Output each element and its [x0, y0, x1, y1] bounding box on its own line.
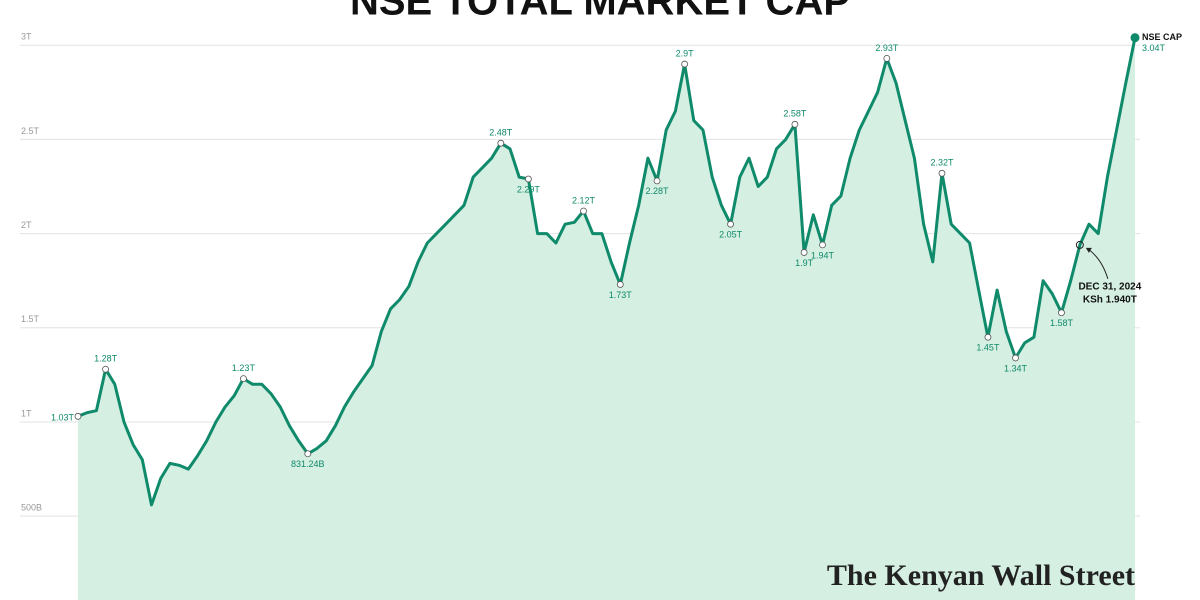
point-marker	[524, 175, 532, 183]
y-tick-label: 1T	[21, 408, 32, 418]
value-label: 1.28T	[94, 354, 118, 364]
value-label: 1.9T	[795, 258, 814, 268]
value-label: 1.58T	[1050, 318, 1074, 328]
value-label: 831.24B	[291, 459, 325, 469]
value-label: 1.03T	[51, 413, 75, 423]
point-marker	[819, 241, 826, 249]
point-marker	[580, 207, 587, 215]
y-tick-label: 2T	[21, 220, 32, 230]
y-tick-label: 1.5T	[21, 314, 40, 324]
arrow-head	[1085, 247, 1092, 253]
series-name: NSE CAP	[1142, 32, 1182, 42]
point-marker	[74, 412, 82, 420]
point-marker	[102, 365, 109, 373]
y-tick-label: 2.5T	[21, 126, 40, 136]
point-marker	[800, 249, 808, 256]
chart-title: NSE TOTAL MARKET CAP	[350, 0, 850, 24]
value-label: 3.04T	[1142, 43, 1166, 53]
end-marker	[1130, 33, 1140, 43]
value-label: 1.23T	[232, 363, 256, 373]
point-marker	[653, 177, 661, 185]
value-label: 1.34T	[1004, 363, 1028, 373]
value-label: 2.05T	[719, 230, 743, 240]
callout-value: KSh 1.940T	[1083, 295, 1137, 306]
value-label: 1.45T	[976, 343, 1000, 353]
point-marker	[681, 60, 689, 68]
value-label: 2.93T	[875, 43, 899, 53]
point-marker	[883, 54, 891, 62]
value-label: 1.94T	[811, 250, 835, 260]
point-marker	[938, 169, 946, 177]
point-marker	[497, 139, 505, 147]
value-label: 2.12T	[572, 195, 596, 205]
line	[77, 37, 1137, 507]
highlight-marker	[1075, 240, 1084, 249]
area-fill	[78, 37, 1135, 600]
value-label: 2.29T	[517, 184, 541, 194]
y-tick-label: 500B	[21, 503, 42, 513]
point-marker	[304, 450, 312, 458]
y-tick-label: 3T	[21, 32, 32, 42]
watermark: The Kenyan Wall Street	[827, 559, 1135, 592]
value-label: 1.73T	[609, 290, 633, 300]
value-label: 2.32T	[930, 158, 954, 168]
point-marker	[616, 281, 624, 288]
value-label: 2.28T	[646, 186, 670, 196]
value-label: 2.9T	[676, 48, 695, 58]
point-marker	[1058, 309, 1065, 317]
point-marker	[1012, 354, 1019, 362]
point-marker	[791, 120, 799, 128]
point-marker	[727, 220, 734, 228]
point-marker	[984, 333, 992, 341]
value-label: 2.48T	[489, 128, 513, 138]
point-marker	[240, 375, 247, 383]
callout-date: DEC 31, 2024	[1078, 282, 1141, 293]
value-label: 2.58T	[783, 109, 807, 119]
